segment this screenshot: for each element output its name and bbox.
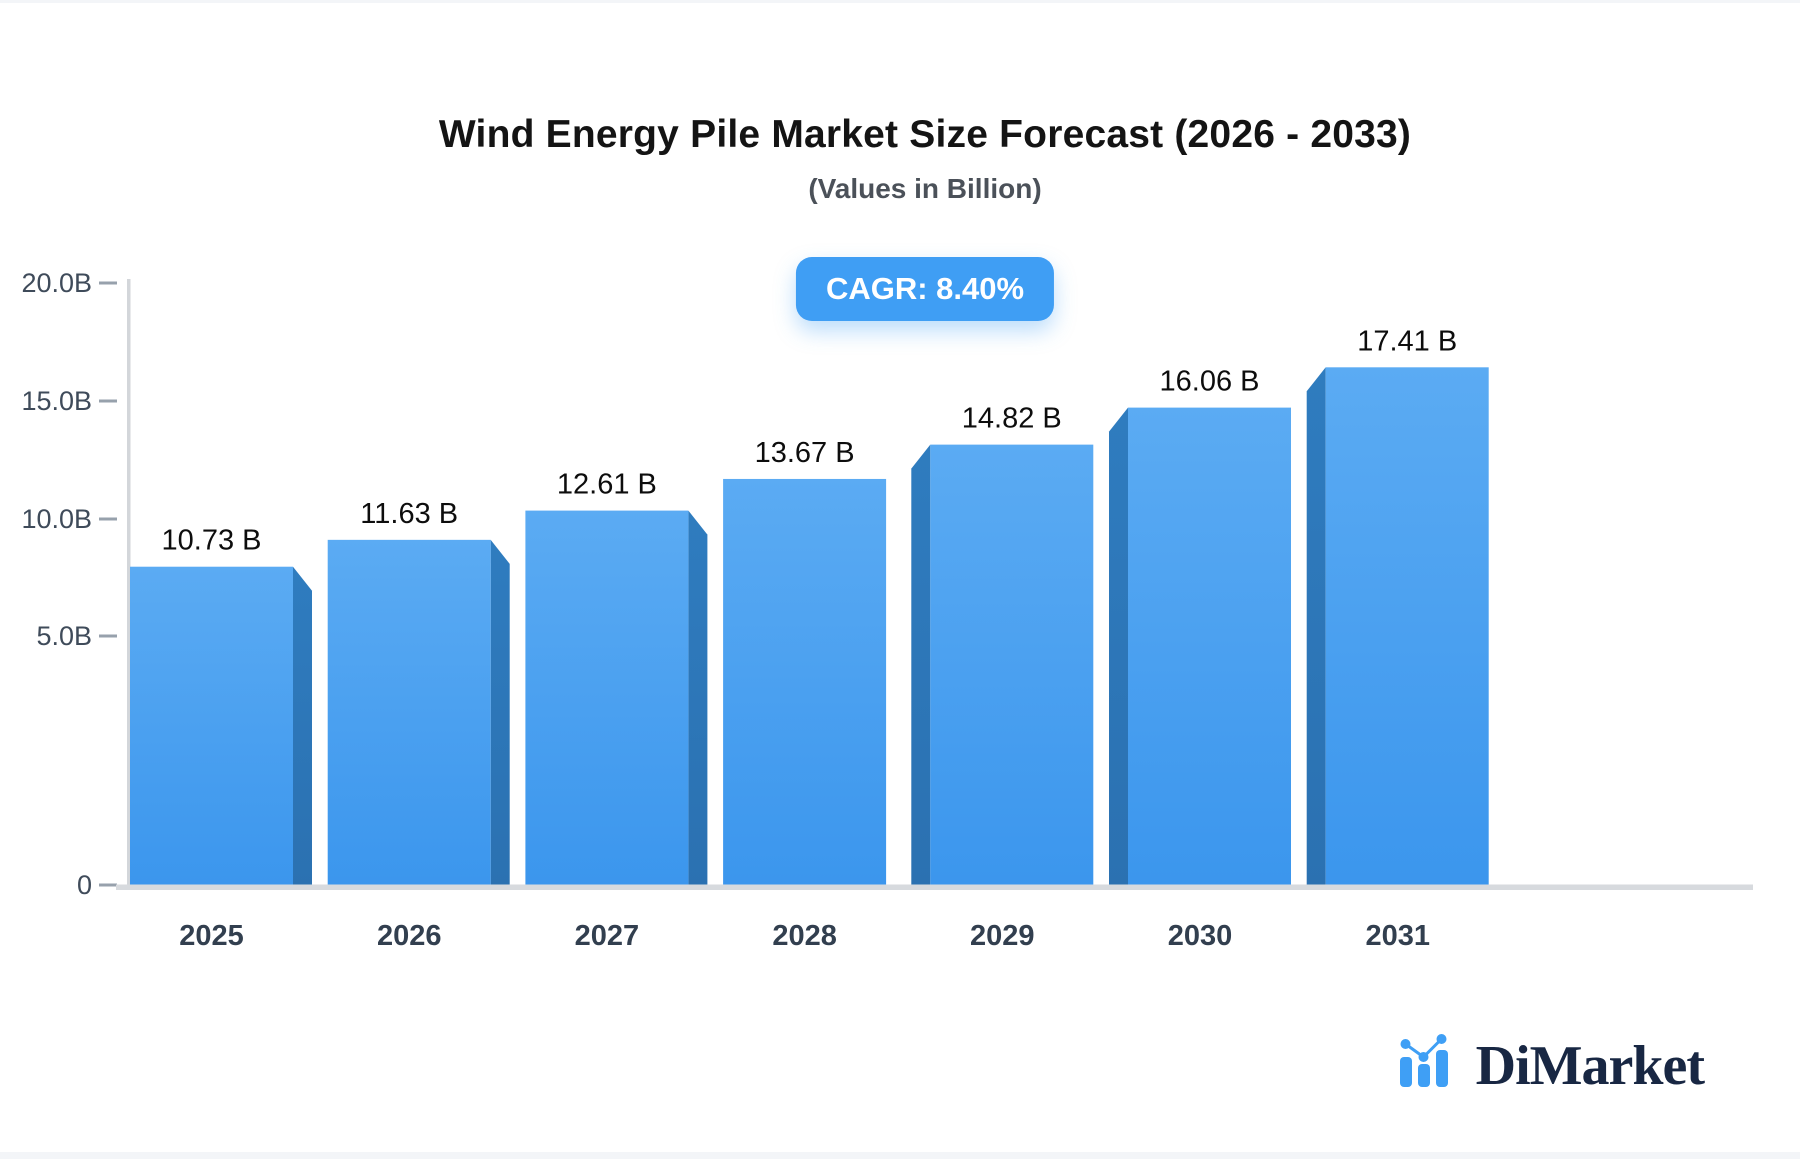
x-axis-label: 2025 (179, 920, 244, 952)
bar-value-label: 12.61 B (557, 469, 657, 501)
y-tick-mark (99, 399, 117, 403)
y-tick-label: 5.0B (36, 621, 92, 651)
chart-subtitle: (Values in Billion) (808, 173, 1042, 204)
bar (1325, 367, 1489, 887)
bar-side-face (911, 444, 931, 887)
y-tick-label: 0 (77, 870, 92, 900)
y-axis-line (127, 279, 131, 887)
bar-side-face (490, 539, 510, 887)
bar-chart: 20.0B 15.0B 10.0B 5.0B 0 10.73 B 2025 11.63 B 20… (21, 268, 1753, 952)
x-axis-label: 2030 (1168, 920, 1233, 952)
bar-value-label: 14.82 B (962, 403, 1062, 435)
bar-side-face (688, 510, 708, 887)
bar (327, 539, 491, 887)
y-tick-label: 10.0B (21, 504, 92, 534)
x-axis-baseline (116, 884, 1753, 890)
bar-side-face (1306, 367, 1326, 887)
dimarket-logo-icon (1399, 1034, 1448, 1087)
bar-value-label: 16.06 B (1160, 366, 1260, 398)
x-axis-label: 2031 (1365, 920, 1430, 952)
cagr-badge: CAGR: 8.40% (795, 257, 1055, 321)
bar-side-face (293, 566, 312, 887)
bar (723, 478, 887, 887)
bar (930, 444, 1094, 887)
bar (525, 510, 689, 887)
bar-value-label: 11.63 B (360, 498, 458, 530)
y-tick-mark (99, 281, 117, 285)
y-tick-mark (99, 634, 117, 638)
bar-value-label: 10.73 B (162, 525, 262, 557)
y-tick-mark (99, 883, 117, 887)
bar (130, 566, 293, 887)
chart-card: Wind Energy Pile Market Size Forecast (2… (0, 3, 1800, 1152)
x-axis-label: 2028 (772, 920, 837, 952)
y-tick-mark (99, 517, 117, 521)
bar-side-face (1109, 407, 1128, 887)
x-axis-label: 2029 (970, 920, 1035, 952)
bar (1128, 407, 1291, 887)
y-tick-label: 20.0B (21, 268, 92, 298)
dimarket-logo-text: DiMarket (1475, 1035, 1705, 1098)
y-tick-label: 15.0B (21, 386, 92, 416)
dimarket-logo: DiMarket (1398, 1031, 1705, 1098)
chart-title: Wind Energy Pile Market Size Forecast (2… (438, 113, 1412, 156)
x-axis-label: 2027 (575, 920, 640, 952)
x-axis-label: 2026 (377, 920, 442, 952)
bar-value-label: 17.41 B (1357, 325, 1457, 357)
bar-value-label: 13.67 B (755, 437, 855, 469)
